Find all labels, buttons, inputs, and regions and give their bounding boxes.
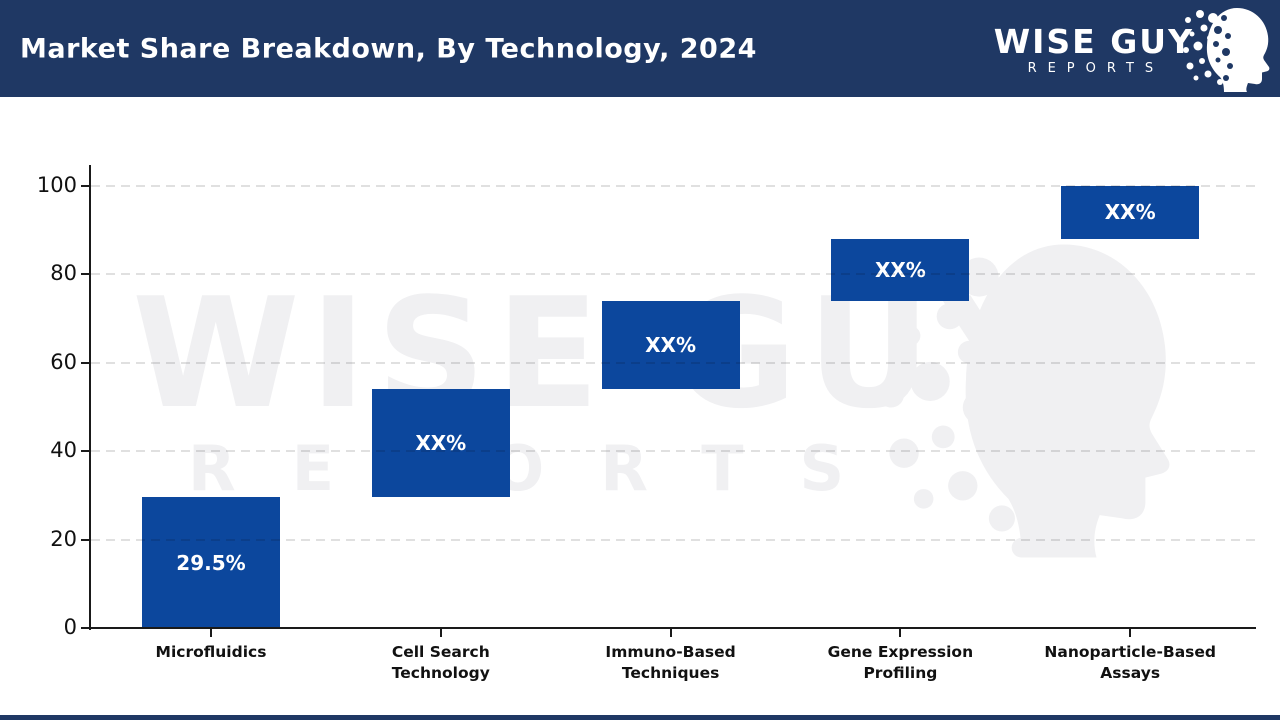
bar-1: 29.5%: [142, 497, 280, 628]
bar-value-label: XX%: [645, 332, 697, 357]
bar-2: XX%: [371, 389, 510, 498]
head-silhouette-icon: [1183, 8, 1270, 92]
category-label: Nanoparticle-Based Assays: [1044, 643, 1216, 682]
watermark-subtitle-text: REPORTS: [188, 432, 901, 505]
bar-value-label: XX%: [874, 257, 926, 282]
gridline-y60: [91, 361, 1256, 364]
y-axis-label: 60: [50, 349, 77, 374]
y-axis-tick: [81, 273, 89, 275]
chart-plot-area: 0 20 40 60 80 100 29.5% Microfluidics XX% Cell Se…: [0, 97, 1280, 715]
y-axis-spine: [89, 165, 91, 630]
category-label: Gene Expression Profiling: [827, 643, 974, 682]
y-axis-tick: [81, 450, 89, 452]
page-title: Market Share Breakdown, By Technology, 2…: [20, 33, 757, 64]
footer-band: [0, 715, 1280, 720]
y-axis-label: 80: [50, 261, 77, 285]
bar-value-label: 29.5%: [176, 550, 246, 575]
gridline-y80: [91, 273, 1256, 275]
bar-4: XX%: [831, 238, 970, 301]
y-axis-tick: [81, 361, 89, 364]
x-axis-tick: [899, 629, 902, 637]
bar-value-label: XX%: [1104, 200, 1156, 225]
x-axis-tick: [1129, 629, 1132, 637]
y-axis-tick: [81, 538, 89, 541]
bar-3: XX%: [601, 300, 740, 390]
brand-subtitle: REPORTS: [1027, 61, 1165, 76]
category-label: Cell Search Technology: [391, 643, 490, 682]
brand-logo: WISE GUY REPORTS: [994, 6, 1272, 92]
x-axis-tick: [210, 629, 212, 637]
gridline-y20: [91, 538, 1256, 541]
y-axis-label: 0: [63, 615, 77, 639]
gridline-y100: [91, 184, 1256, 187]
bar-value-label: XX%: [415, 431, 467, 456]
gridline-y40: [91, 450, 1256, 452]
x-axis-tick: [439, 629, 442, 637]
category-label: Immuno-Based Techniques: [605, 643, 736, 682]
y-axis-label: 20: [50, 526, 77, 551]
x-axis-spine: [83, 627, 1256, 629]
brand-logo-text: WISE GUY REPORTS: [994, 22, 1194, 76]
bar-5: XX%: [1061, 185, 1200, 239]
y-axis-tick: [81, 184, 89, 187]
y-axis-label: 100: [36, 172, 77, 197]
brand-name: WISE GUY: [993, 22, 1194, 61]
x-axis-tick: [669, 629, 672, 637]
header-band: Market Share Breakdown, By Technology, 2…: [0, 0, 1280, 97]
y-axis-label: 40: [50, 438, 77, 462]
category-label: Microfluidics: [155, 643, 267, 661]
